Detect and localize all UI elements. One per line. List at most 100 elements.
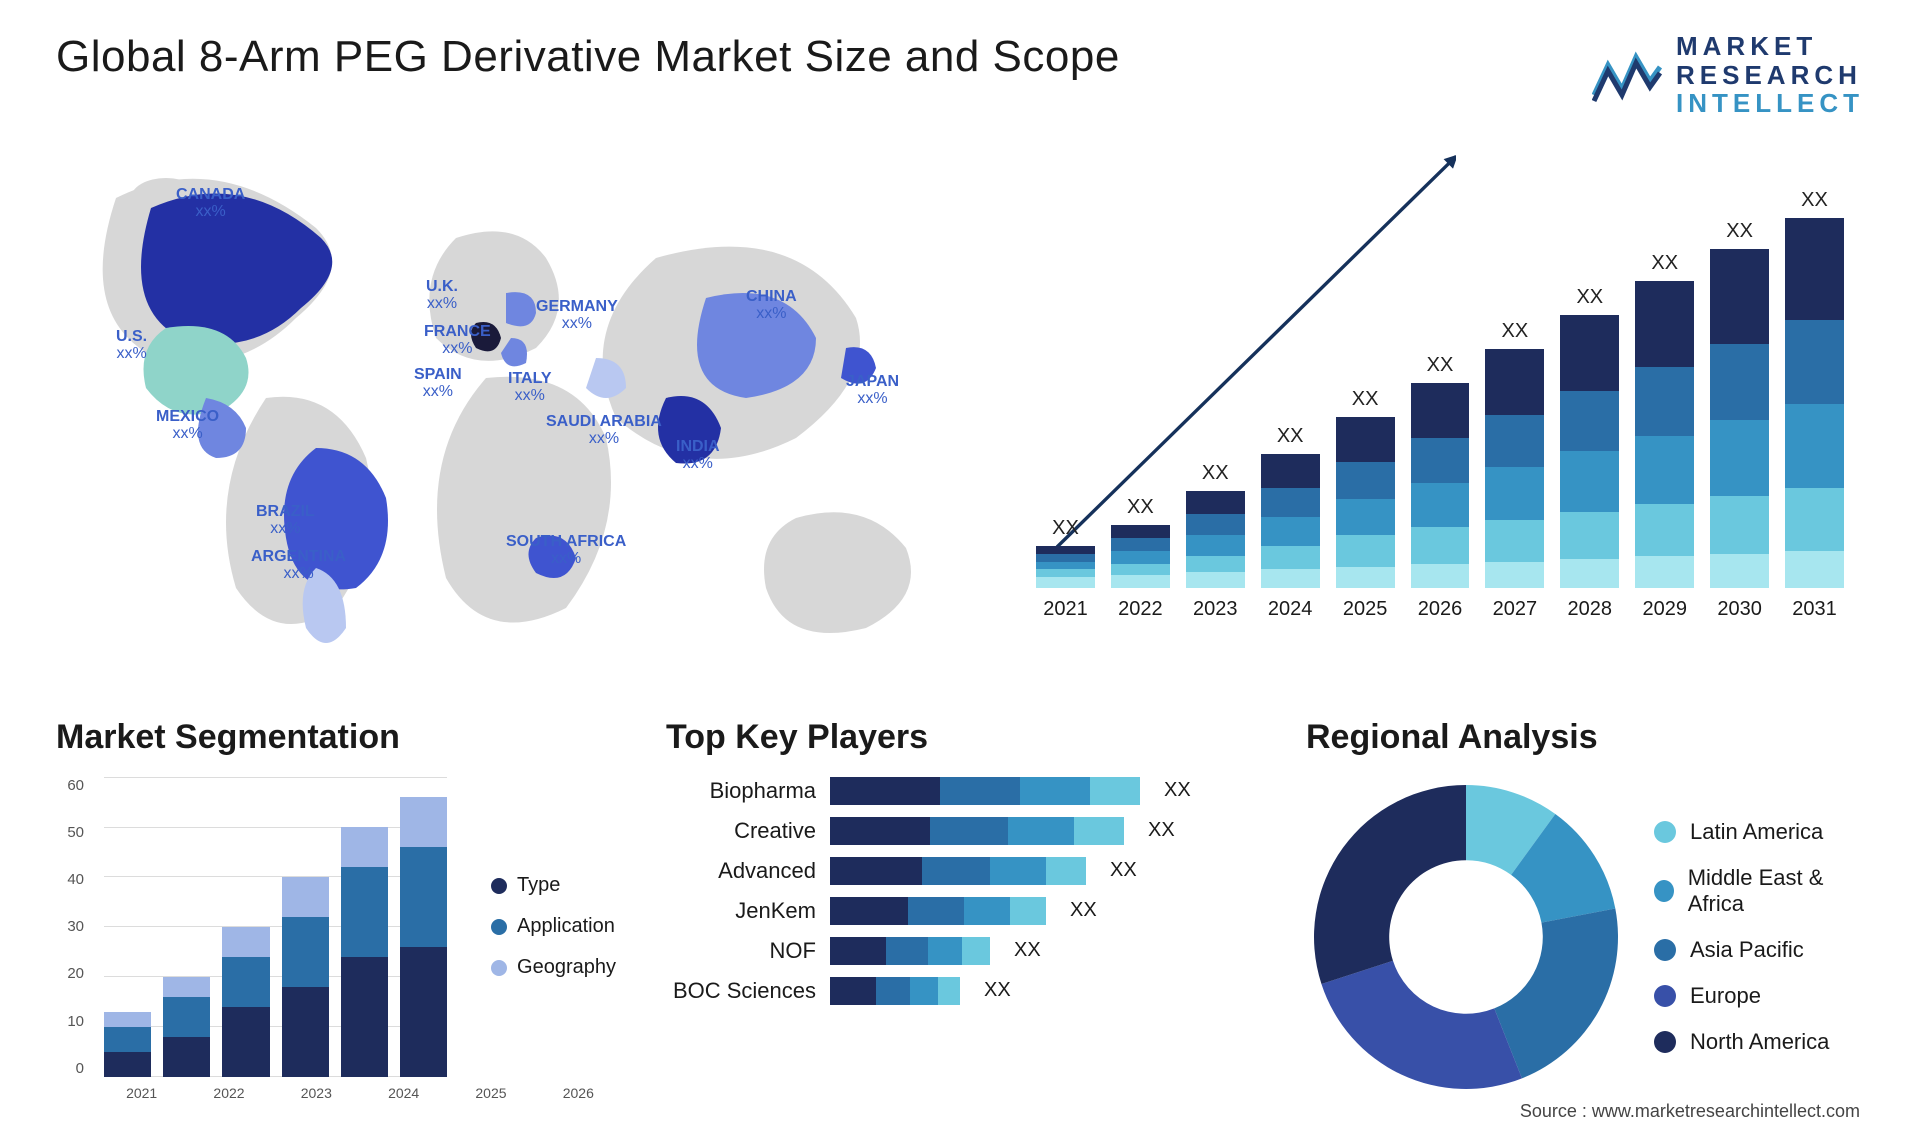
bar-segment [1036,546,1095,554]
bar-segment [1710,344,1769,420]
x-axis-label: 2022 [1111,598,1170,621]
logo-text-1: MARKET [1676,32,1864,61]
player-value-label: XX [1110,859,1137,882]
bar-segment [1336,567,1395,588]
y-axis-tick: 40 [67,871,84,888]
map-label: BRAZILxx% [256,503,315,538]
market-size-chart: XXXXXXXXXXXXXXXXXXXXXX 20212022202320242… [996,138,1864,678]
bar-segment [1186,556,1245,572]
bar-segment [922,857,990,885]
legend-swatch-icon [1654,880,1674,902]
player-value-label: XX [1148,819,1175,842]
x-axis-label: 2027 [1485,598,1544,621]
segmentation-bar [222,927,269,1077]
bar-segment [1046,857,1086,885]
bar-segment [1411,564,1470,588]
bar-segment [1785,320,1844,404]
legend-swatch-icon [491,960,507,976]
bar-segment [1111,538,1170,551]
donut-slice [1314,785,1466,984]
bar-segment [1336,499,1395,536]
bar-segment [938,977,960,1005]
bar-segment [1635,504,1694,557]
bar-segment [1336,462,1395,499]
y-axis-tick: 30 [67,918,84,935]
legend-label: Type [517,874,560,897]
bar-segment [1186,572,1245,588]
x-axis-label: 2026 [541,1085,616,1101]
player-name: JenKem [666,898,816,924]
map-label: U.K.xx% [426,278,458,313]
bar-segment [1261,546,1320,570]
legend-label: Application [517,915,615,938]
regional-title: Regional Analysis [1306,718,1864,757]
x-axis-label: 2021 [1036,598,1095,621]
map-label: JAPANxx% [846,373,899,408]
legend-item: Middle East & Africa [1654,865,1864,917]
bar-segment [1785,488,1844,551]
legend-swatch-icon [491,919,507,935]
bar-segment [1485,467,1544,520]
bar-segment [1186,491,1245,515]
map-label: CHINAxx% [746,288,797,323]
donut-slice [1494,908,1618,1078]
segmentation-chart: 0102030405060 TypeApplicationGeography [56,777,616,1077]
main-chart-bar: XX [1111,496,1170,588]
segmentation-bar [400,797,447,1077]
legend-label: Europe [1690,983,1761,1009]
main-chart-bar: XX [1186,462,1245,588]
bar-segment [876,977,910,1005]
bar-segment [1560,559,1619,588]
legend-label: Geography [517,956,616,979]
top-row: CANADAxx%U.S.xx%MEXICOxx%BRAZILxx%ARGENT… [56,138,1864,678]
bar-value-label: XX [1352,388,1379,411]
page-title: Global 8-Arm PEG Derivative Market Size … [56,32,1120,82]
main-chart-bar: XX [1785,189,1844,588]
player-row: BOC SciencesXX [666,977,1256,1005]
map-label: SPAINxx% [414,366,462,401]
bar-value-label: XX [1427,354,1454,377]
x-axis-label: 2025 [453,1085,528,1101]
bar-segment [830,857,922,885]
logo-text-2: RESEARCH [1676,61,1864,90]
bar-segment [1008,817,1074,845]
logo-text-3: INTELLECT [1676,89,1864,118]
x-axis-label: 2023 [1186,598,1245,621]
world-map: CANADAxx%U.S.xx%MEXICOxx%BRAZILxx%ARGENT… [56,138,956,678]
player-bar [830,777,1140,805]
player-name: Creative [666,818,816,844]
bar-segment [1036,569,1095,577]
main-chart-bar: XX [1710,220,1769,588]
bar-value-label: XX [1202,462,1229,485]
bar-segment [1336,535,1395,567]
bar-segment [222,957,269,1007]
bar-value-label: XX [1726,220,1753,243]
bar-segment [1635,281,1694,368]
bar-value-label: XX [1576,286,1603,309]
legend-item: Application [491,915,616,938]
map-label: ITALYxx% [508,370,552,405]
player-row: AdvancedXX [666,857,1256,885]
bar-segment [1485,562,1544,588]
bar-segment [1336,417,1395,462]
bar-segment [1710,249,1769,344]
bar-segment [990,857,1046,885]
regional-donut-chart [1306,777,1626,1097]
bar-segment [104,1027,151,1052]
bar-segment [163,977,210,997]
bar-segment [830,977,876,1005]
bar-segment [886,937,928,965]
bar-segment [1485,415,1544,468]
bar-segment [222,927,269,957]
main-chart-bar: XX [1485,320,1544,588]
x-axis-label: 2029 [1635,598,1694,621]
bar-segment [1261,569,1320,587]
player-bar [830,857,1086,885]
bar-segment [1635,556,1694,588]
player-row: JenKemXX [666,897,1256,925]
x-axis-label: 2026 [1411,598,1470,621]
x-axis-label: 2022 [191,1085,266,1101]
legend-swatch-icon [491,878,507,894]
bottom-row: Market Segmentation 0102030405060 TypeAp… [56,718,1864,1101]
legend-item: Type [491,874,616,897]
